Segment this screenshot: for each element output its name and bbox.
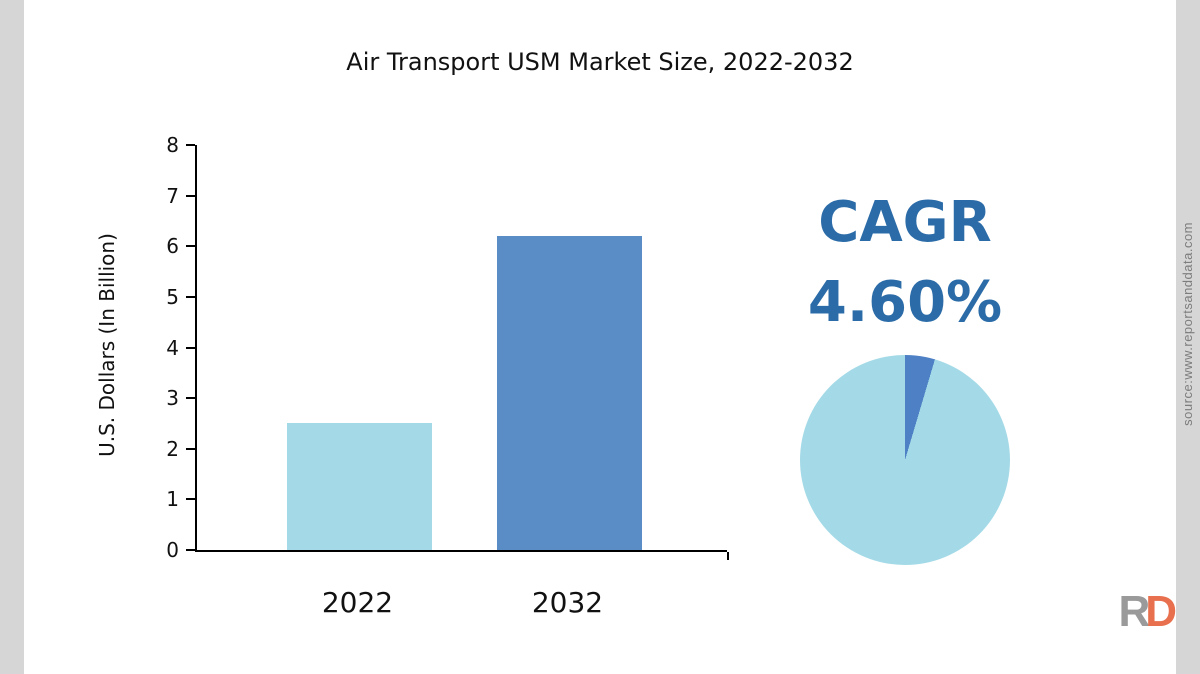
y-axis-tick xyxy=(186,346,195,349)
y-axis-tick-label: 8 xyxy=(166,133,179,157)
x-category-label: 2022 xyxy=(321,586,394,619)
bar-chart-plot-area: 0 1 2 3 4 5 6 7 8 xyxy=(166,133,729,562)
right-border-strip xyxy=(1176,0,1200,674)
logo-letter-r: R xyxy=(1118,587,1150,636)
cagr-value: 4.60% xyxy=(807,270,1003,336)
y-axis-tick-label: 0 xyxy=(166,538,179,562)
y-axis-tick xyxy=(186,447,195,450)
y-axis-tick xyxy=(186,144,195,146)
y-axis-tick-label: 3 xyxy=(166,386,179,411)
cagr-label: CAGR xyxy=(818,190,992,255)
y-axis-tick xyxy=(186,194,195,197)
bar-2032 xyxy=(497,236,642,550)
brand-logo: RD xyxy=(1118,587,1177,636)
y-axis-tick xyxy=(186,498,195,501)
y-axis-tick-label: 5 xyxy=(166,284,179,309)
y-axis-tick xyxy=(186,245,195,248)
x-axis-end-tick xyxy=(727,552,729,560)
left-border-strip xyxy=(0,0,24,674)
y-axis-tick-label: 4 xyxy=(166,335,179,360)
x-category-label: 2032 xyxy=(531,586,604,619)
bar-2022 xyxy=(287,423,432,550)
y-axis-tick xyxy=(186,549,195,551)
cagr-pie-chart xyxy=(800,355,1010,565)
cagr-block: CAGR 4.60% xyxy=(788,183,1022,343)
y-axis-tick-label: 6 xyxy=(166,234,179,259)
y-axis-tick xyxy=(186,295,195,298)
source-attribution: source:www.reportsanddata.com xyxy=(1180,222,1195,426)
logo-letter-d: D xyxy=(1145,587,1177,636)
y-axis-label: U.S. Dollars (In Billion) xyxy=(95,233,119,457)
y-axis-tick-label: 7 xyxy=(166,183,179,208)
y-axis-tick-label: 2 xyxy=(166,436,179,461)
y-axis-tick-label: 1 xyxy=(166,487,179,512)
y-axis-tick xyxy=(186,397,195,400)
chart-title: Air Transport USM Market Size, 2022-2032 xyxy=(346,48,854,76)
